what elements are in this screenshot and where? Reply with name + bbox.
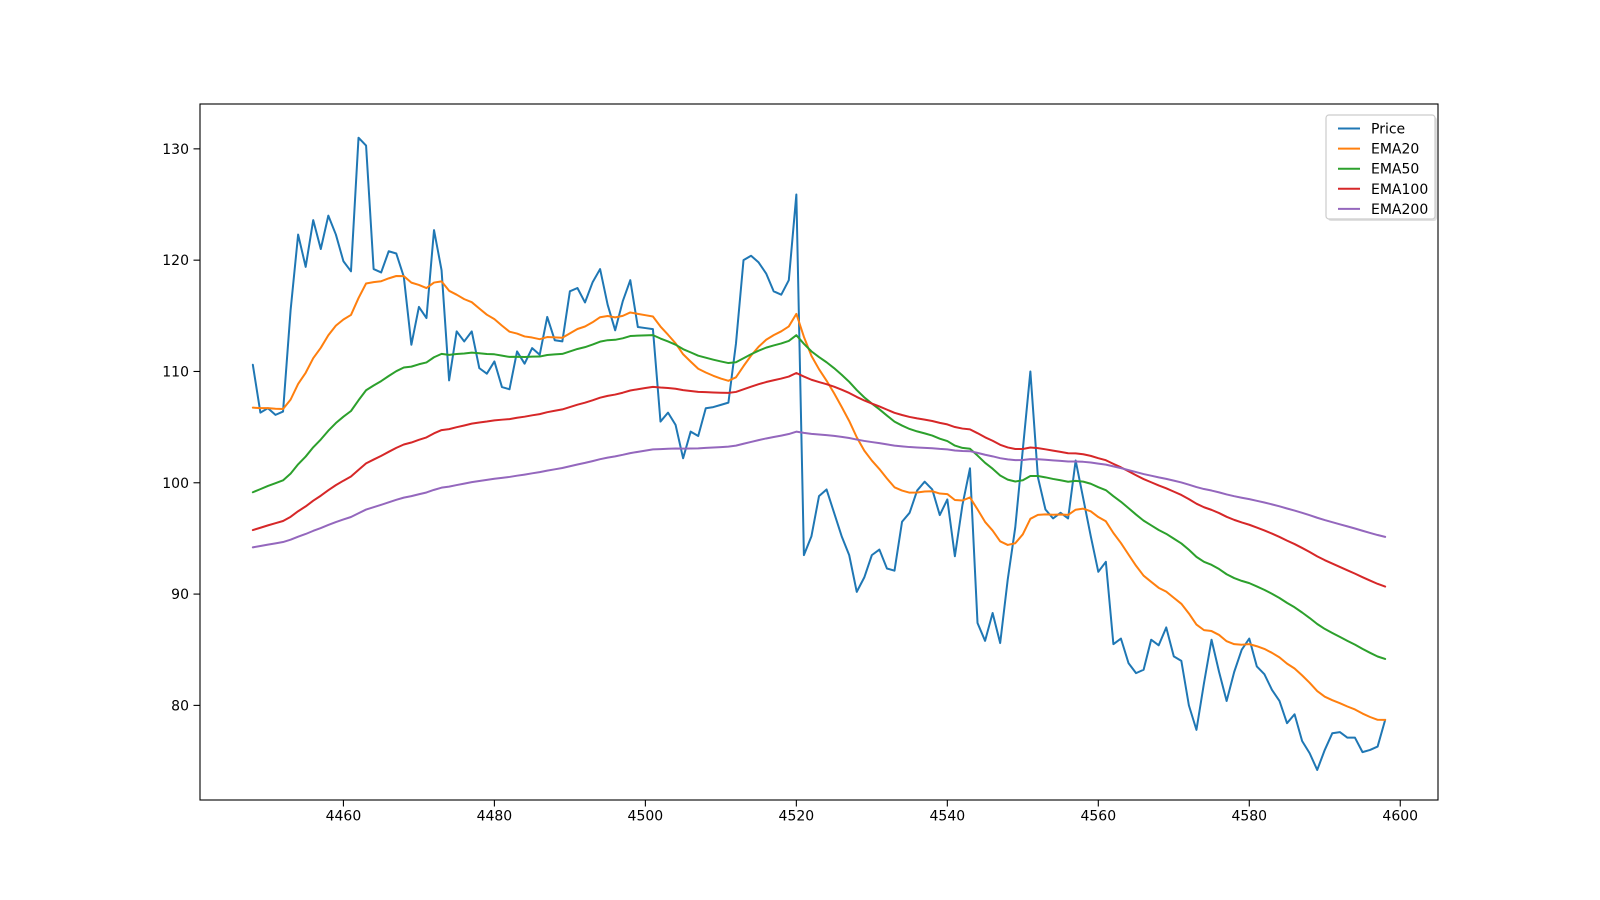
legend-label-ema200: EMA200: [1371, 202, 1428, 218]
legend-label-ema50: EMA50: [1371, 162, 1419, 178]
y-tick-label: 80: [171, 698, 189, 714]
legend-label-ema100: EMA100: [1371, 182, 1428, 198]
ema100-line: [251, 371, 1387, 588]
plot-area: [200, 104, 1438, 800]
ema50-line: [251, 334, 1387, 660]
ema20-line: [251, 274, 1387, 721]
y-tick-label: 130: [162, 142, 189, 158]
ema200-line: [251, 430, 1387, 549]
y-tick-label: 110: [162, 364, 189, 380]
legend-box: [1325, 114, 1436, 220]
x-tick-label: 4560: [1080, 809, 1116, 825]
plot-area-border: [199, 103, 1439, 801]
x-tick-label: 4540: [930, 809, 966, 825]
x-tick-label: 4460: [326, 809, 362, 825]
y-tick-label: 120: [162, 253, 189, 269]
x-tick-label: 4580: [1231, 809, 1267, 825]
x-tick-label: 4480: [477, 809, 513, 825]
legend-label-price: Price: [1371, 122, 1405, 138]
price-line: [251, 136, 1387, 771]
x-tick-label: 4600: [1382, 809, 1418, 825]
x-tick-label: 4500: [628, 809, 664, 825]
x-tick-label: 4520: [779, 809, 815, 825]
legend-label-ema20: EMA20: [1371, 142, 1419, 158]
y-tick-label: 100: [162, 476, 189, 492]
y-tick-label: 90: [171, 587, 189, 603]
